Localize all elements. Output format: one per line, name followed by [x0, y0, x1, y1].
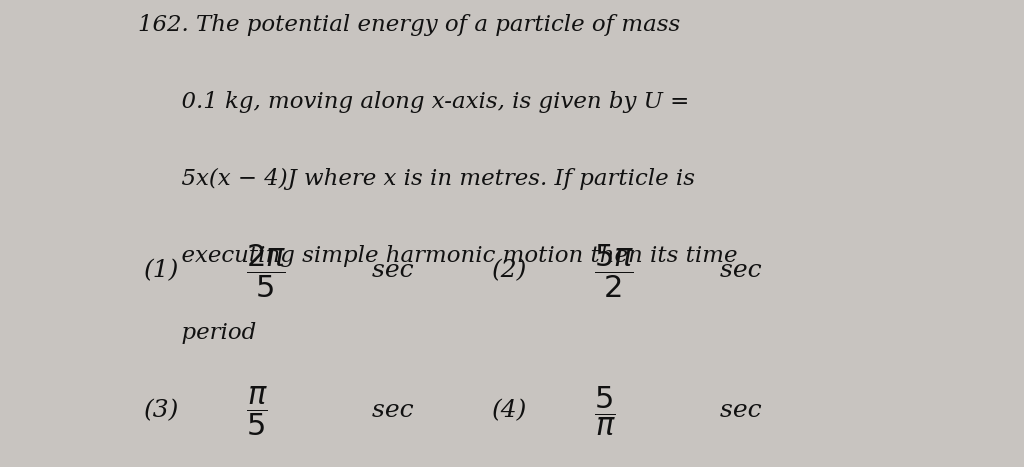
Text: (2): (2): [492, 259, 527, 283]
Text: $\dfrac{5}{\pi}$: $\dfrac{5}{\pi}$: [594, 384, 615, 438]
Text: 5x(x − 4)J where x is in metres. If particle is: 5x(x − 4)J where x is in metres. If part…: [138, 168, 695, 190]
Text: sec: sec: [364, 399, 413, 423]
Text: executing simple harmonic motion then its time: executing simple harmonic motion then it…: [138, 245, 737, 267]
Text: $\dfrac{\pi}{5}$: $\dfrac{\pi}{5}$: [246, 384, 267, 438]
Text: (1): (1): [143, 259, 179, 283]
Text: $\dfrac{5\pi}{2}$: $\dfrac{5\pi}{2}$: [594, 242, 634, 300]
Text: period: period: [138, 322, 256, 344]
Text: sec: sec: [712, 259, 761, 283]
Text: (4): (4): [492, 399, 527, 423]
Text: $\dfrac{2\pi}{5}$: $\dfrac{2\pi}{5}$: [246, 242, 286, 300]
Text: sec: sec: [364, 259, 413, 283]
Text: 0.1 kg, moving along x-axis, is given by U =: 0.1 kg, moving along x-axis, is given by…: [138, 91, 689, 113]
Text: 162. The potential energy of a particle of mass: 162. The potential energy of a particle …: [138, 14, 681, 36]
Text: sec: sec: [712, 399, 761, 423]
Text: (3): (3): [143, 399, 179, 423]
